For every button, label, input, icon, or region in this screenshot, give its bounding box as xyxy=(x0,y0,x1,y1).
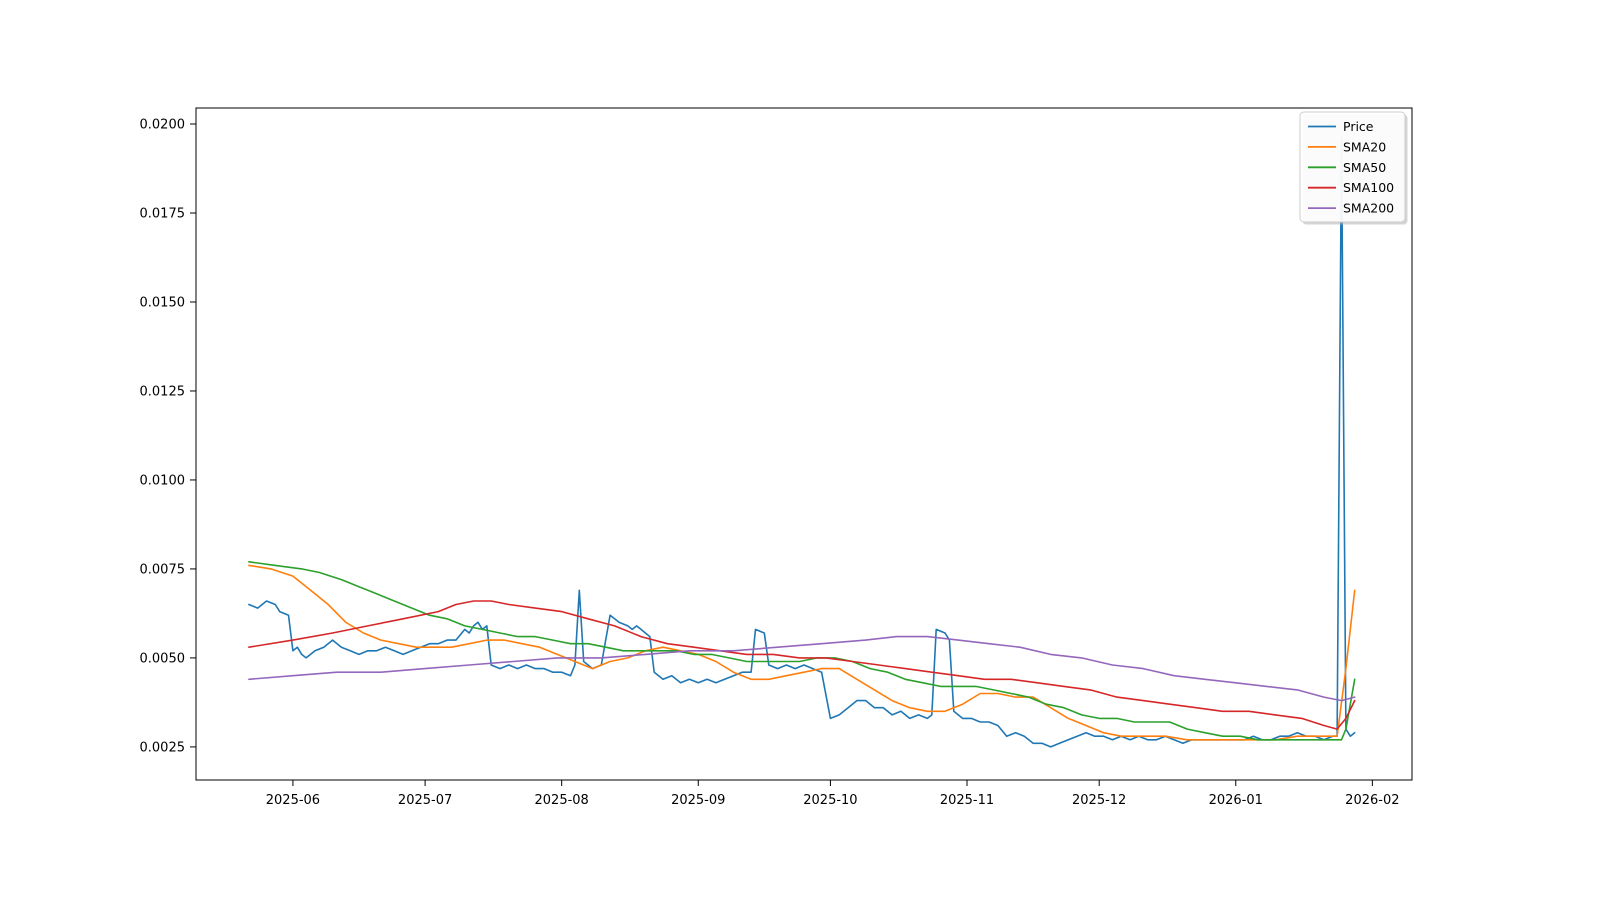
x-tick-label: 2025-12 xyxy=(1072,793,1126,808)
x-tick-label: 2026-01 xyxy=(1209,793,1263,808)
x-tick-label: 2025-06 xyxy=(266,793,320,808)
legend-label: SMA100 xyxy=(1343,180,1394,195)
x-tick-label: 2025-09 xyxy=(671,793,725,808)
x-tick-label: 2026-02 xyxy=(1345,793,1399,808)
legend-item-price: Price xyxy=(1308,119,1374,134)
y-tick-label: 0.0075 xyxy=(140,562,186,577)
legend-frame xyxy=(1299,111,1406,223)
legend-label: SMA50 xyxy=(1343,160,1386,175)
y-tick-label: 0.0125 xyxy=(140,384,186,399)
y-tick-label: 0.0150 xyxy=(140,295,186,310)
y-tick-label: 0.0100 xyxy=(140,473,186,488)
legend: Price SMA20 SMA50 SMA100 SMA200 xyxy=(1299,111,1408,225)
x-tick-label: 2025-11 xyxy=(940,793,994,808)
axes-background xyxy=(196,108,1412,780)
legend-label: SMA200 xyxy=(1343,201,1394,216)
y-tick-label: 0.0025 xyxy=(140,740,186,755)
x-tick-label: 2025-08 xyxy=(535,793,589,808)
y-axis: 0.0025 0.0050 0.0075 0.0100 0.0125 0.0150 0.01… xyxy=(140,118,196,755)
series-lines xyxy=(248,137,1356,748)
series-line-sma200 xyxy=(248,635,1356,702)
y-tick-label: 0.0050 xyxy=(140,651,186,666)
series-line-sma100 xyxy=(248,600,1356,730)
legend-item-sma100: SMA100 xyxy=(1308,180,1394,195)
legend-item-sma200: SMA200 xyxy=(1308,201,1394,216)
legend-item-sma20: SMA20 xyxy=(1308,139,1386,154)
x-tick-label: 2025-07 xyxy=(398,793,452,808)
legend-label: SMA20 xyxy=(1343,139,1386,154)
x-axis: 2025-06 2025-07 2025-08 2025-09 2025-10 2025-… xyxy=(266,780,1400,808)
y-tick-label: 0.0175 xyxy=(140,207,186,222)
series-line-sma20 xyxy=(248,564,1356,741)
axes-border xyxy=(195,107,1413,781)
legend-item-sma50: SMA50 xyxy=(1308,160,1386,175)
y-tick-label: 0.0200 xyxy=(140,118,186,133)
legend-label: Price xyxy=(1343,119,1374,134)
x-tick-label: 2025-10 xyxy=(803,793,857,808)
